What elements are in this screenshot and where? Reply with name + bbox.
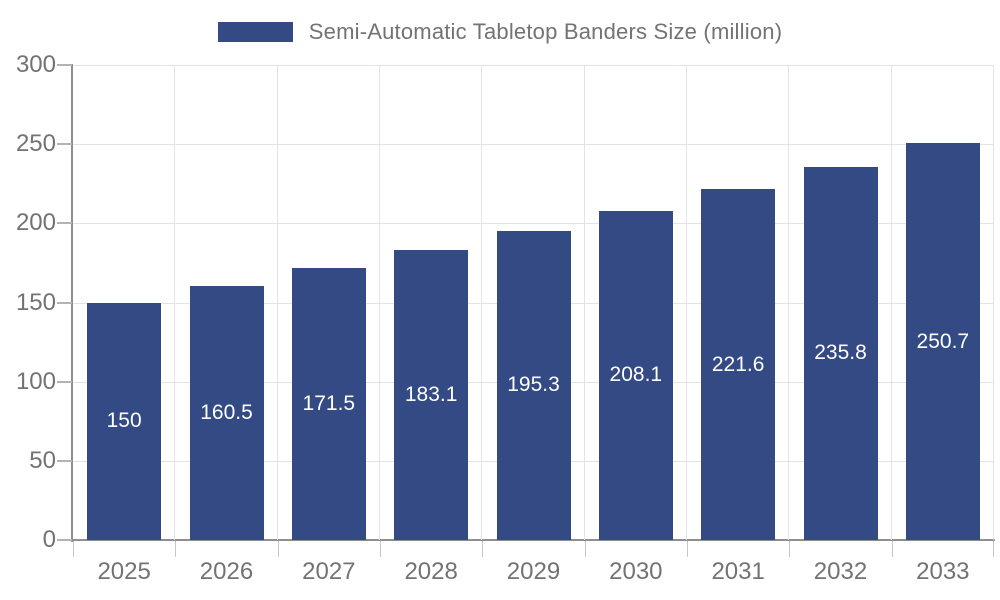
y-axis-tick-label: 50: [29, 446, 56, 474]
bar-value-label: 195.3: [507, 373, 560, 397]
y-axis-tick: [57, 301, 72, 304]
x-axis-tick-label: 2032: [813, 558, 868, 585]
bar-value-label: 150: [106, 409, 142, 433]
v-gridline: [788, 65, 790, 540]
x-axis-tick: [687, 541, 688, 557]
y-axis-tick-label: 300: [15, 51, 56, 78]
legend-label: Semi-Automatic Tabletop Banders Size (mi…: [308, 19, 783, 44]
bar-2029: 195.3: [496, 230, 571, 540]
y-axis-tick: [57, 64, 72, 66]
bar-value-label: 171.5: [302, 392, 356, 416]
legend-swatch-icon: [217, 22, 293, 42]
h-gridline: [73, 144, 994, 146]
y-axis-tick: [57, 222, 72, 225]
y-axis-tick-label: 250: [15, 130, 56, 158]
bar-value-label: 208.1: [609, 363, 663, 387]
x-axis-tick: [482, 541, 484, 557]
y-axis-tick: [57, 459, 72, 462]
bar-value-label: 250.7: [916, 329, 970, 353]
x-axis-tick-label: 2031: [711, 558, 765, 585]
y-axis-tick-label: 150: [15, 288, 56, 316]
bar-value-label: 160.5: [200, 400, 253, 424]
x-axis-tick-label: 2025: [97, 558, 151, 585]
bar-value-label: 183.1: [404, 383, 458, 407]
v-gridline: [890, 65, 892, 540]
x-axis-tick-label: 2033: [916, 558, 970, 585]
legend-item[interactable]: Semi-Automatic Tabletop Banders Size (mi…: [217, 19, 783, 45]
v-gridline: [174, 65, 176, 540]
y-axis-tick-label: 200: [15, 209, 56, 237]
legend: Semi-Automatic Tabletop Banders Size (mi…: [0, 17, 1000, 47]
x-axis-tick: [380, 541, 381, 557]
bar-2033: 250.7: [905, 143, 980, 540]
x-axis-tick-label: 2026: [199, 558, 254, 585]
x-axis-tick: [584, 541, 586, 557]
bar-2025: 150: [87, 302, 162, 540]
bar-2032: 235.8: [803, 166, 878, 540]
x-axis-tick-label: 2030: [609, 558, 663, 585]
bar-2031: 221.6: [701, 189, 776, 540]
x-axis-tick-label: 2027: [302, 558, 356, 585]
x-axis-line: [71, 539, 995, 541]
bar-value-label: 235.8: [814, 341, 867, 365]
x-axis-tick: [175, 541, 177, 557]
v-gridline: [379, 65, 380, 540]
y-axis-tick-label: 100: [15, 367, 56, 395]
y-axis-tick: [57, 380, 72, 383]
y-axis-tick-label: 0: [42, 526, 56, 553]
bar-value-label: 221.6: [711, 352, 765, 376]
x-axis-tick: [993, 541, 994, 557]
x-axis-tick-label: 2029: [506, 558, 561, 585]
v-gridline: [481, 65, 483, 540]
v-gridline: [583, 65, 585, 540]
plot-area: 150 160.5 171.5 183.1 195.3 208.1 221.6 235.8 25…: [73, 65, 994, 540]
y-axis-tick: [57, 539, 72, 541]
v-gridline: [276, 65, 278, 540]
bar-2026: 160.5: [189, 285, 264, 540]
v-gridline: [686, 65, 687, 540]
bar-2030: 208.1: [598, 210, 673, 540]
y-axis-line: [71, 64, 73, 542]
v-gridline: [993, 65, 994, 540]
x-axis-tick: [789, 541, 791, 557]
bar-2027: 171.5: [291, 268, 366, 540]
x-axis-tick: [891, 541, 893, 557]
h-gridline: [73, 223, 994, 225]
x-axis-tick: [73, 541, 74, 557]
h-gridline: [73, 65, 994, 66]
x-axis-tick-label: 2028: [404, 558, 458, 585]
x-axis-tick: [277, 541, 279, 557]
y-axis-tick: [57, 143, 72, 146]
bar-2028: 183.1: [394, 250, 469, 540]
